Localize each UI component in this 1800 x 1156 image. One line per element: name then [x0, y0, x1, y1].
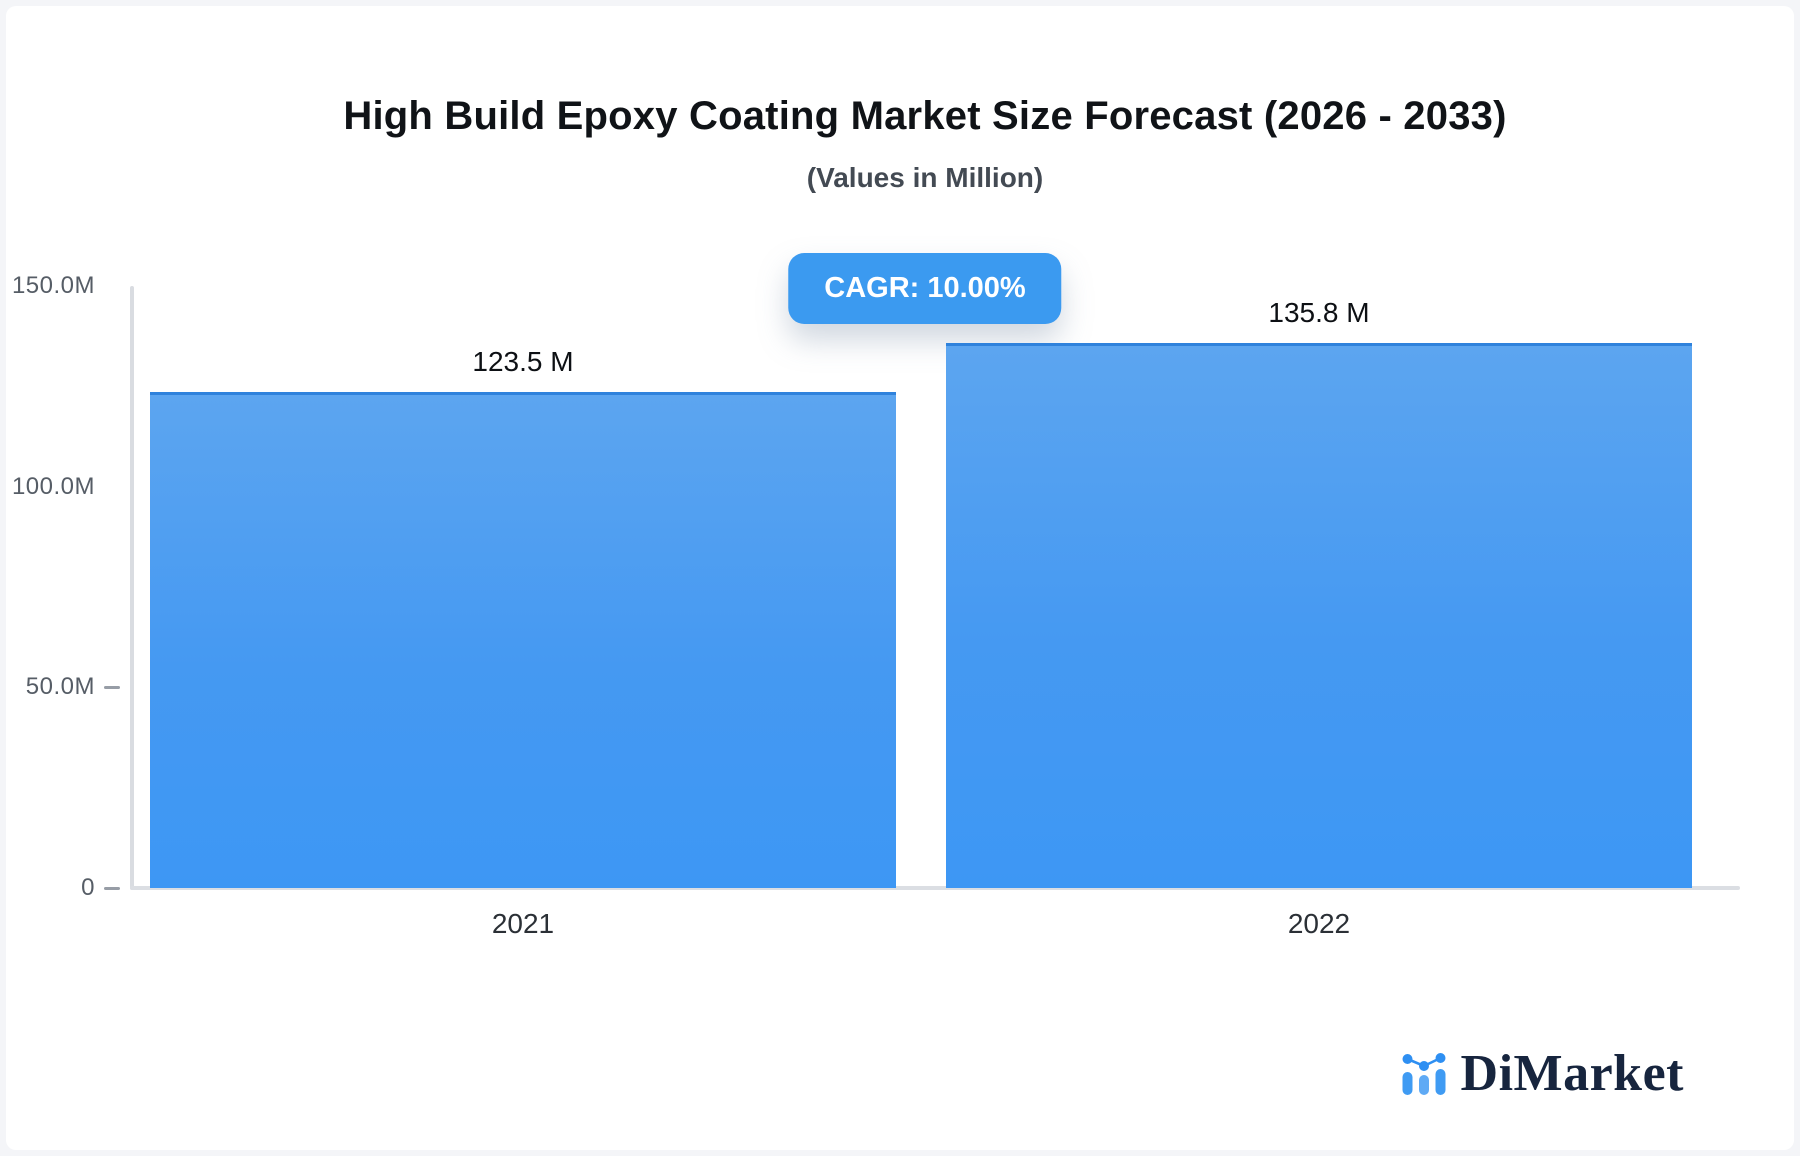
- cagr-badge: CAGR: 10.00%: [788, 253, 1062, 324]
- y-axis-tick-mark: [104, 886, 120, 890]
- bar-value-label: 123.5 M: [472, 346, 574, 378]
- bar-group: 123.5 M 2021: [150, 286, 896, 939]
- brand-name: DiMarket: [1460, 1045, 1684, 1102]
- y-axis-tick-label: 50.0M: [25, 673, 95, 701]
- bar-2021[interactable]: [150, 392, 896, 888]
- chart-subtitle: (Values in Million): [806, 162, 1044, 193]
- y-axis-tick: 150.0M: [0, 271, 120, 301]
- bar-value-label: 135.8 M: [1268, 297, 1370, 328]
- y-axis-tick: 50.0M: [0, 672, 120, 702]
- bar-chart-logo-icon: [1400, 1051, 1448, 1097]
- x-axis-line: [130, 886, 1740, 890]
- y-axis-tick: 0: [0, 873, 120, 903]
- y-axis-tick-label: 0: [81, 874, 95, 901]
- y-axis-tick-label: 150.0M: [11, 272, 95, 299]
- y-axis-tick-mark: [104, 685, 120, 689]
- bar-group: 135.8 M 2022: [946, 286, 1692, 939]
- x-axis-label-2022: 2022: [1287, 908, 1351, 939]
- brand-logo[interactable]: DiMarket: [1400, 1048, 1684, 1100]
- plot-area: 150.0M 100.0M 50.0M 0 123.5 M 2021 135.8…: [12, 272, 1740, 939]
- y-axis-tick: 100.0M: [0, 472, 120, 502]
- x-axis-label-2021: 2021: [491, 908, 555, 939]
- y-axis-line: [130, 286, 134, 890]
- chart-title: High Build Epoxy Coating Market Size For…: [343, 94, 1507, 138]
- y-axis-tick-label: 100.0M: [11, 472, 95, 500]
- bar-2022[interactable]: [946, 343, 1692, 888]
